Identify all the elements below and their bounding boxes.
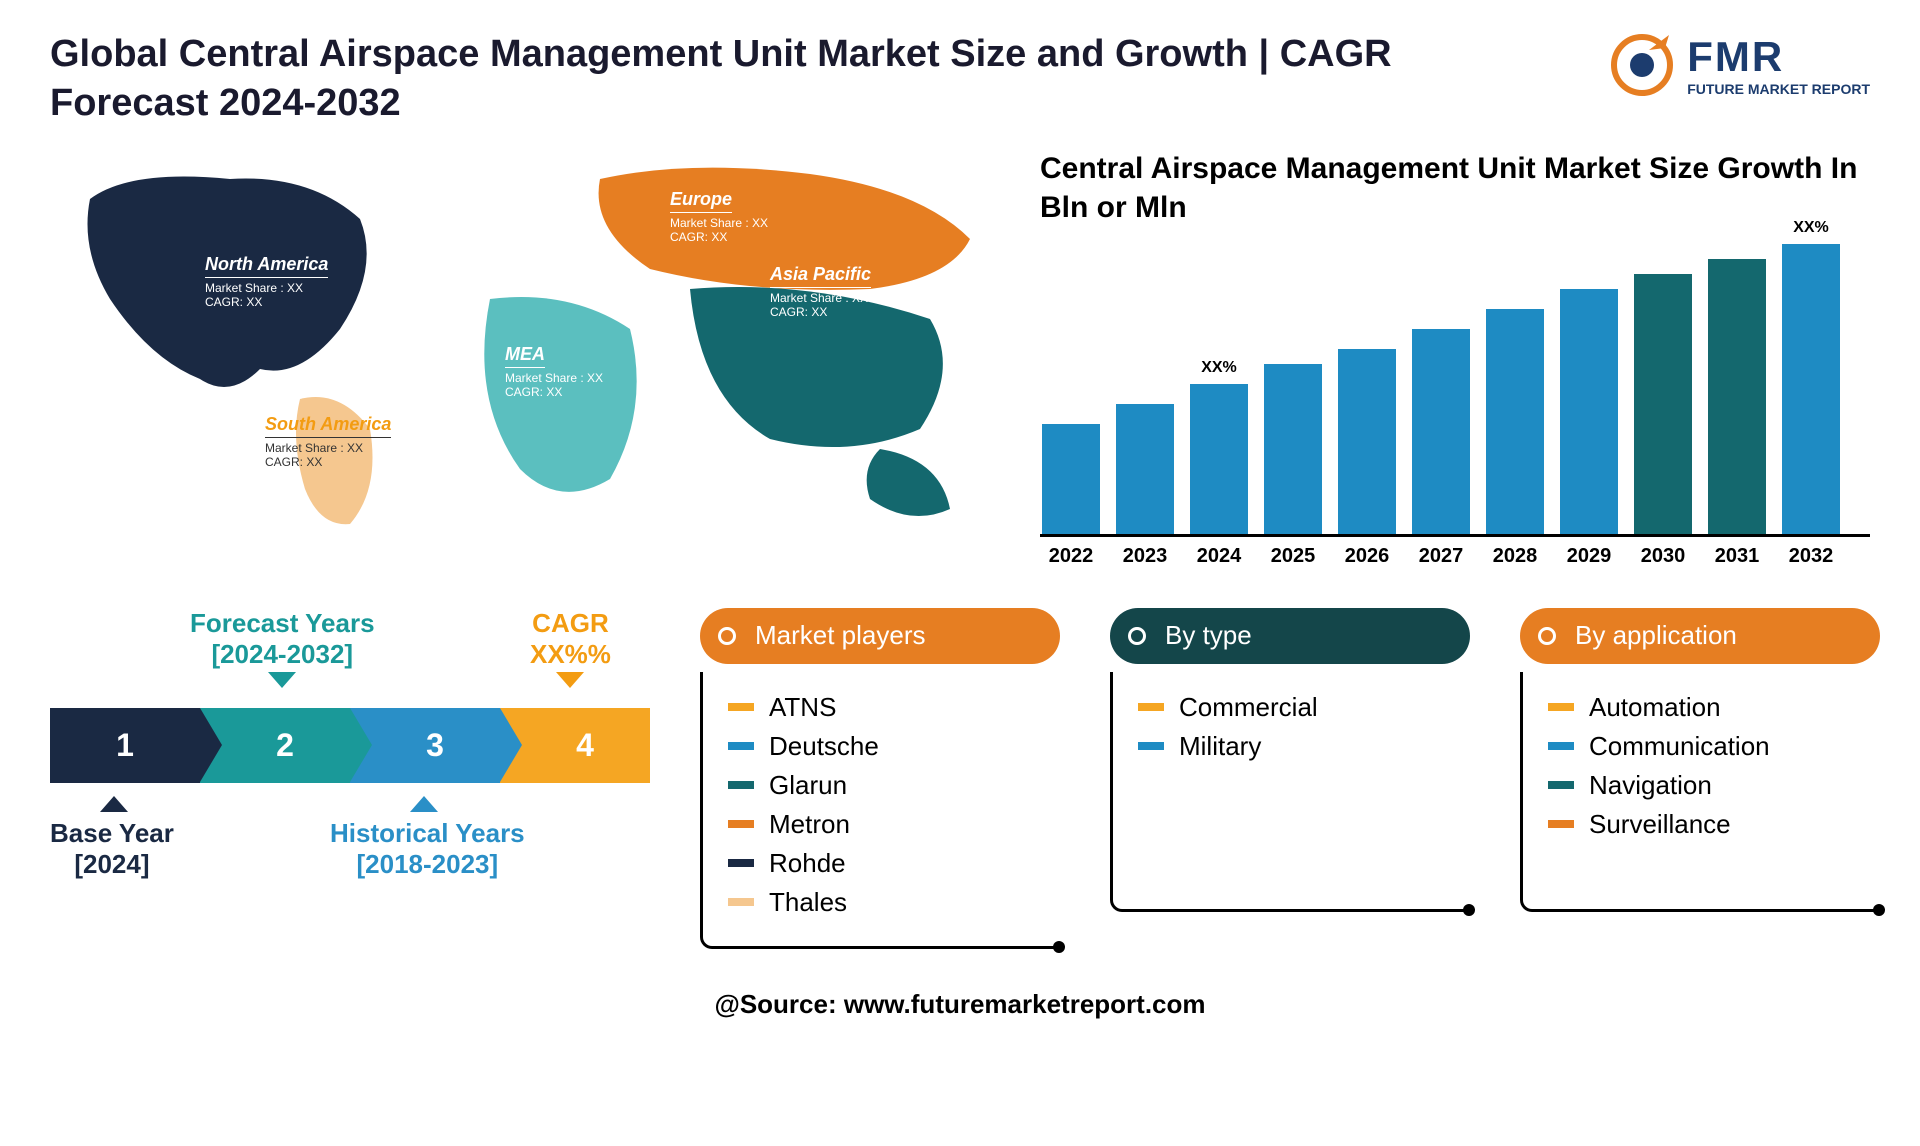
bar-2030: [1632, 274, 1694, 534]
region-label-south-america: South AmericaMarket Share : XXCAGR: XX: [265, 414, 391, 469]
forecast-label: Forecast Years [2024-2032]: [190, 608, 375, 670]
year-label: 2026: [1336, 545, 1398, 568]
timeline-seg-1: 1: [50, 708, 200, 783]
list-item: Thales: [728, 887, 1045, 918]
bar-2026: [1336, 349, 1398, 534]
historical-label: Historical Years [2018-2023]: [330, 818, 525, 880]
year-label: 2032: [1780, 545, 1842, 568]
category-list: Automation Communication Navigation Surveil…: [1520, 672, 1880, 912]
list-item: Automation: [1548, 692, 1865, 723]
cagr-label: CAGR XX%%: [530, 608, 611, 670]
bottom-section: Forecast Years [2024-2032] CAGR XX%% 1 2…: [50, 608, 1870, 949]
category-by-type: By type Commercial Military: [1110, 608, 1470, 949]
top-section: North AmericaMarket Share : XXCAGR: XX So…: [50, 149, 1870, 568]
year-label: 2025: [1262, 545, 1324, 568]
bar-2031: [1706, 259, 1768, 534]
list-item: Communication: [1548, 731, 1865, 762]
year-label: 2023: [1114, 545, 1176, 568]
list-item: Military: [1138, 731, 1455, 762]
category-list: ATNS Deutsche Glarun Metron Rohde Thales: [700, 672, 1060, 949]
region-label-europe: EuropeMarket Share : XXCAGR: XX: [670, 189, 768, 244]
bar-2029: [1558, 289, 1620, 534]
list-item: Deutsche: [728, 731, 1045, 762]
category-header: By type: [1110, 608, 1470, 664]
list-item: Rohde: [728, 848, 1045, 879]
list-item: Commercial: [1138, 692, 1455, 723]
bar-2022: [1040, 424, 1102, 534]
year-label: 2031: [1706, 545, 1768, 568]
logo-text: FMR FUTURE MARKET REPORT: [1687, 33, 1870, 97]
chart-title: Central Airspace Management Unit Market …: [1040, 149, 1870, 227]
timeline-seg-2: 2: [200, 708, 350, 783]
bar-2028: [1484, 309, 1546, 534]
timeline-seg-3: 3: [350, 708, 500, 783]
category-market-players: Market players ATNS Deutsche Glarun Metron Ro…: [700, 608, 1060, 949]
logo: FMR FUTURE MARKET REPORT: [1607, 30, 1870, 100]
list-item: Navigation: [1548, 770, 1865, 801]
bar-2032: XX%: [1780, 244, 1842, 534]
year-label: 2024: [1188, 545, 1250, 568]
page-title: Global Central Airspace Management Unit …: [50, 30, 1500, 129]
world-map: North AmericaMarket Share : XXCAGR: XX So…: [50, 149, 1000, 529]
list-item: Glarun: [728, 770, 1045, 801]
bar-chart: XX% XX%: [1040, 247, 1870, 537]
list-item: Metron: [728, 809, 1045, 840]
timeline: Forecast Years [2024-2032] CAGR XX%% 1 2…: [50, 608, 650, 893]
map-svg: [50, 149, 1000, 529]
logo-sub: FUTURE MARKET REPORT: [1687, 81, 1870, 97]
year-label: 2022: [1040, 545, 1102, 568]
logo-icon: [1607, 30, 1677, 100]
bar-2023: [1114, 404, 1176, 534]
region-label-asia-pacific: Asia PacificMarket Share : XXCAGR: XX: [770, 264, 871, 319]
logo-main: FMR: [1687, 33, 1870, 81]
source-attribution: @Source: www.futuremarketreport.com: [50, 989, 1870, 1020]
year-label: 2029: [1558, 545, 1620, 568]
category-header: By application: [1520, 608, 1880, 664]
year-label: 2030: [1632, 545, 1694, 568]
header: Global Central Airspace Management Unit …: [50, 30, 1870, 129]
year-label: 2028: [1484, 545, 1546, 568]
region-label-north-america: North AmericaMarket Share : XXCAGR: XX: [205, 254, 328, 309]
timeline-bar: 1 2 3 4: [50, 708, 650, 783]
bar-2024: XX%: [1188, 384, 1250, 534]
region-label-mea: MEAMarket Share : XXCAGR: XX: [505, 344, 603, 399]
timeline-seg-4: 4: [500, 708, 650, 783]
bar-2027: [1410, 329, 1472, 534]
category-header: Market players: [700, 608, 1060, 664]
category-by-application: By application Automation Communication Nav…: [1520, 608, 1880, 949]
year-label: 2027: [1410, 545, 1472, 568]
bar-chart-section: Central Airspace Management Unit Market …: [1040, 149, 1870, 568]
list-item: ATNS: [728, 692, 1045, 723]
list-item: Surveillance: [1548, 809, 1865, 840]
category-list: Commercial Military: [1110, 672, 1470, 912]
base-label: Base Year [2024]: [50, 818, 174, 880]
bar-2025: [1262, 364, 1324, 534]
